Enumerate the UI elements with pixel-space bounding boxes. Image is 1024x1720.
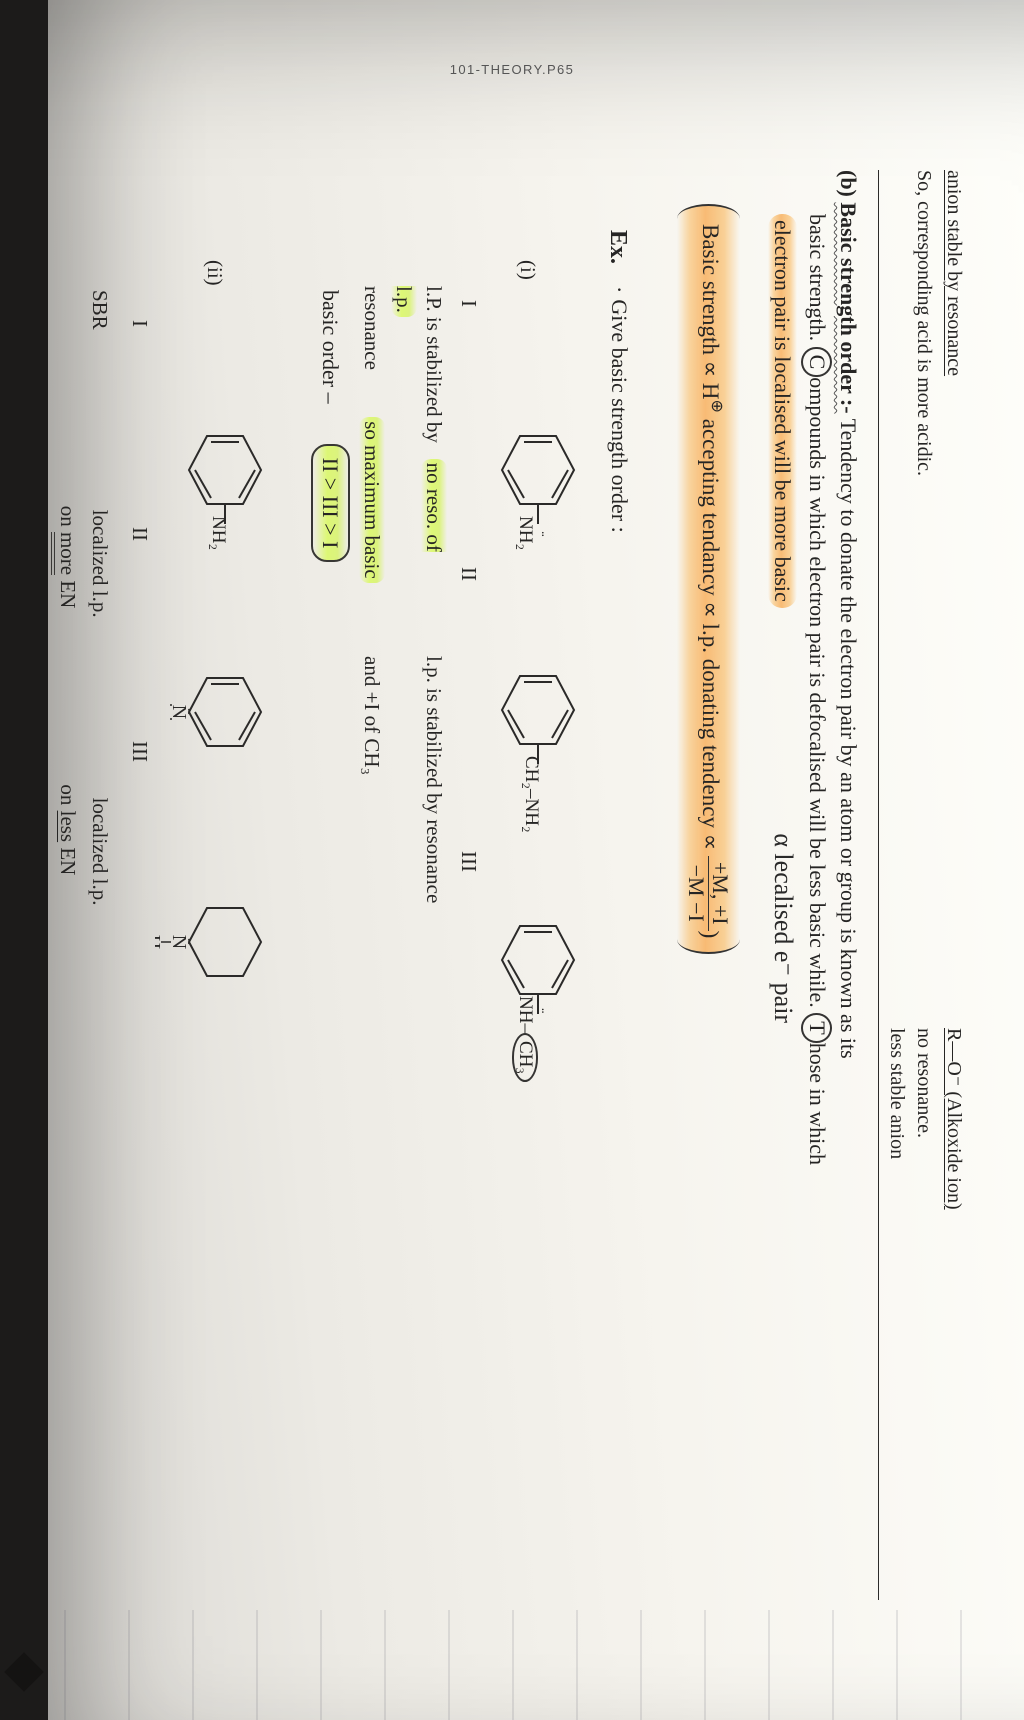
- struct-piperidine: N̈ H: [153, 890, 273, 1000]
- roman-I: I: [454, 300, 484, 307]
- less-en: on less EN: [53, 784, 83, 875]
- circled-c: C: [801, 347, 831, 378]
- expl-reso: resonance so maximum basic: [356, 286, 386, 586]
- circled-t: T: [801, 1013, 831, 1042]
- order-1-box: II > III > I: [311, 444, 350, 563]
- loc-lp-2: localized l.p.: [84, 798, 114, 906]
- struct-aniline-2: NH₂: [148, 420, 273, 540]
- struct-aniline: NH₂: [455, 420, 586, 540]
- sbr-row: SBR localized l.p. localized l.p.: [84, 290, 114, 1600]
- item-i: (i): [512, 260, 542, 300]
- svg-text:N̈: N̈: [168, 935, 191, 949]
- explain-row-2: resonance so maximum basic and +I of CH₃: [356, 286, 386, 1600]
- more-en: on more EN: [53, 506, 83, 609]
- expl-lp-stab: l.P. is stabilized by no reso. of l.p.: [388, 286, 448, 586]
- ruled-margin-shadow: [0, 1610, 1024, 1720]
- svg-text:H: H: [155, 935, 164, 949]
- explain-row-1: l.P. is stabilized by no reso. of l.p. l…: [388, 286, 448, 1600]
- expl-and-i: and +I of CH₃: [356, 656, 386, 1176]
- basic-order-1: basic order – II > III > I: [311, 290, 350, 1600]
- struct-pyridine: N̈: [165, 660, 273, 770]
- header-right: R—O⁻ (Alkoxide ion): [940, 1028, 968, 1600]
- structures-row-2: (ii) NH₂: [148, 260, 273, 1600]
- header-row-3: less stable anion: [883, 170, 911, 1600]
- roman-III: III: [454, 851, 484, 872]
- circled-ch3: CH₃: [512, 1033, 539, 1082]
- sbr-row-2: SBR on more EN on less EN: [53, 290, 83, 1600]
- para-b: (b) Basic strength order :- Tendency to …: [764, 170, 863, 1600]
- item-ii: (ii): [199, 260, 229, 300]
- example-block: Ex. ·Give basic strength order : (i) NH₂: [3, 170, 635, 1600]
- pyridine-icon: N̈: [167, 660, 273, 770]
- header-right-2: no resonance.: [909, 1028, 937, 1600]
- basic-strength-box: Basic strength ∝ H⊕ accepting tendancy ∝…: [677, 204, 740, 954]
- header-right-3: less stable anion: [883, 1028, 911, 1600]
- page: 101-THEORY.P65 anion stable by resonance…: [0, 0, 1024, 1720]
- piperidine-icon: N̈ H: [155, 890, 273, 1000]
- relation-box: Basic strength ∝ H⊕ accepting tendancy ∝…: [677, 204, 740, 954]
- page-bottom-edge: [0, 0, 48, 1720]
- fraction: +M, +I −M −I: [685, 856, 732, 931]
- give-order: ·Give basic strength order :: [604, 286, 635, 1600]
- b-marker: (b): [836, 170, 861, 197]
- struct-benzylamine: CH₂–NH₂: [461, 660, 586, 780]
- svg-text:N̈: N̈: [168, 705, 191, 719]
- spine-label: 101-THEORY.P65: [450, 61, 575, 79]
- divider: [878, 170, 879, 1600]
- anion-stable-line: anion stable by resonance: [943, 170, 965, 376]
- loc-lp-1: localized l.p.: [84, 510, 114, 618]
- handwritten-note: α lecalised e⁻ pair: [769, 833, 798, 1023]
- struct-n-methylaniline: NH–CH₃: [455, 900, 586, 1040]
- sbr-label: SBR: [84, 290, 114, 330]
- expl-lp-c: l.p. is stabilized by resonance: [388, 656, 448, 1176]
- b-line2: basic strength. Compounds in which elect…: [805, 170, 830, 1165]
- ex-label: Ex.: [601, 230, 635, 264]
- header-row: anion stable by resonance R—O⁻ (Alkoxide…: [940, 170, 968, 1600]
- alkoxide-line: R—O⁻ (Alkoxide ion): [943, 1028, 965, 1210]
- b-line3: electron pair is localised will be more …: [770, 170, 795, 613]
- roman-II: II: [454, 567, 484, 581]
- header-row-2: So, corresponding acid is more acidic. n…: [909, 170, 937, 1600]
- b-line1: Tendency to donate the electron pair by …: [836, 419, 861, 1059]
- header-left-2: So, corresponding acid is more acidic.: [909, 170, 937, 856]
- header-left: anion stable by resonance: [940, 170, 968, 856]
- b-title: Basic strength order :-: [836, 202, 861, 413]
